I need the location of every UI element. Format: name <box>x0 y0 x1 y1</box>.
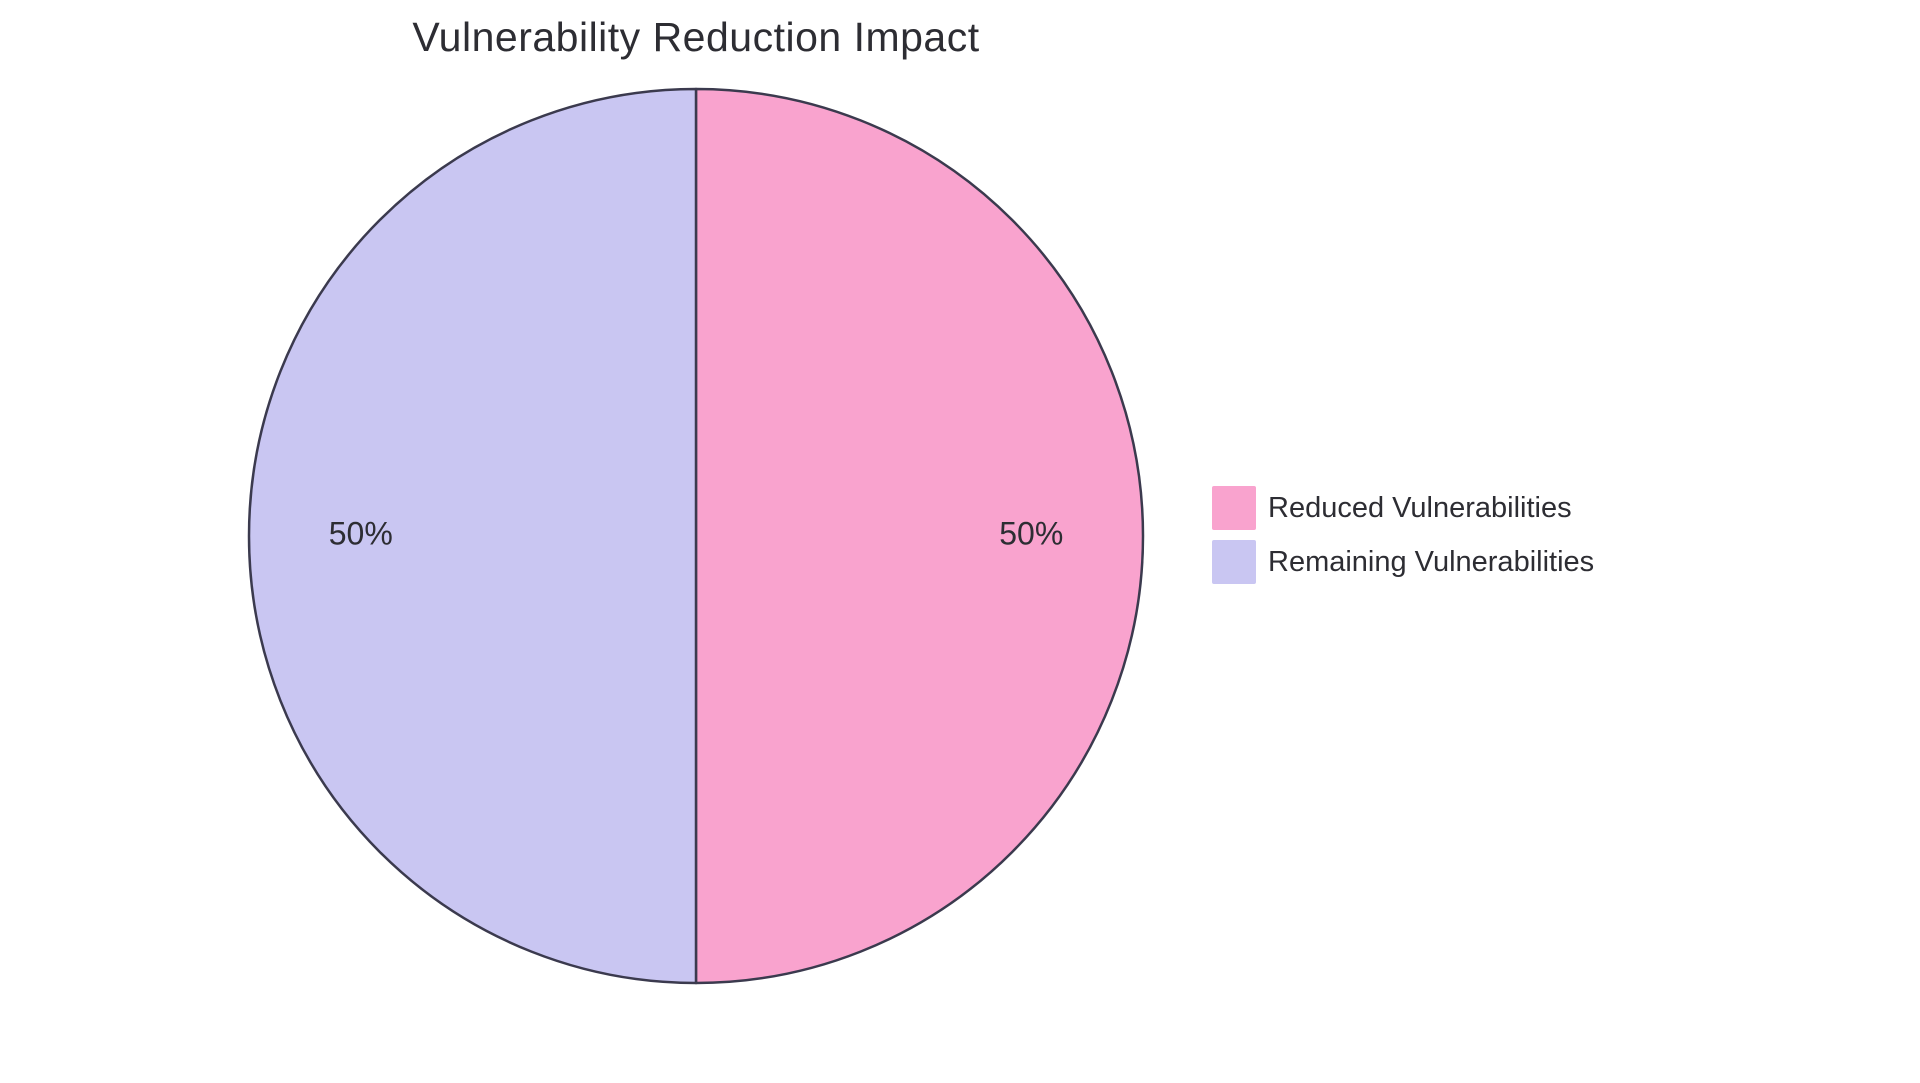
chart-title: Vulnerability Reduction Impact <box>412 14 980 60</box>
legend: Reduced Vulnerabilities Remaining Vulner… <box>1212 486 1594 584</box>
pie-label-reduced-vulnerabilities: 50% <box>999 515 1063 551</box>
legend-label-reduced-vulnerabilities: Reduced Vulnerabilities <box>1268 491 1572 524</box>
legend-item-remaining-vulnerabilities[interactable]: Remaining Vulnerabilities <box>1212 540 1594 584</box>
pie-slice-reduced-vulnerabilities[interactable] <box>694 87 1145 985</box>
pie-label-remaining-vulnerabilities: 50% <box>329 515 393 551</box>
legend-swatch-remaining-vulnerabilities <box>1212 540 1256 584</box>
legend-swatch-reduced-vulnerabilities <box>1212 486 1256 530</box>
pie-slice-remaining-vulnerabilities[interactable] <box>247 87 698 985</box>
legend-label-remaining-vulnerabilities: Remaining Vulnerabilities <box>1268 545 1595 578</box>
legend-item-reduced-vulnerabilities[interactable]: Reduced Vulnerabilities <box>1212 486 1594 530</box>
